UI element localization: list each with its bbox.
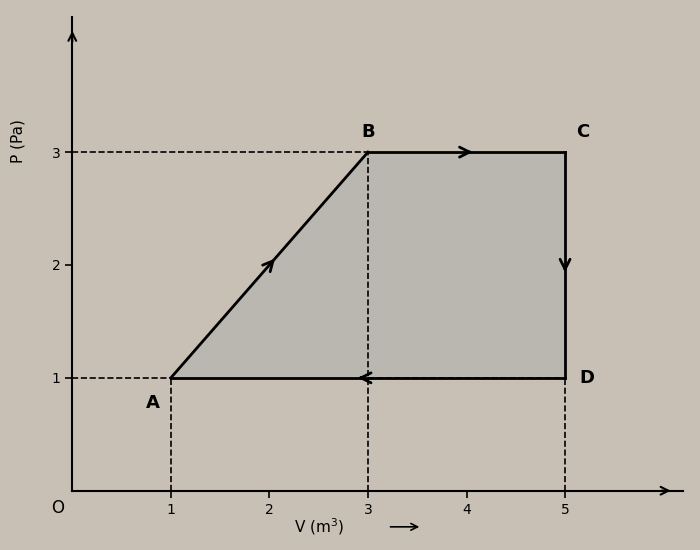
Text: B: B [361,123,374,141]
Polygon shape [171,152,565,378]
Text: V (m$^3$): V (m$^3$) [293,516,344,537]
Text: C: C [576,123,589,141]
Text: A: A [146,394,160,412]
Text: O: O [51,499,64,516]
Text: P (Pa): P (Pa) [10,119,26,163]
Text: D: D [579,369,594,387]
